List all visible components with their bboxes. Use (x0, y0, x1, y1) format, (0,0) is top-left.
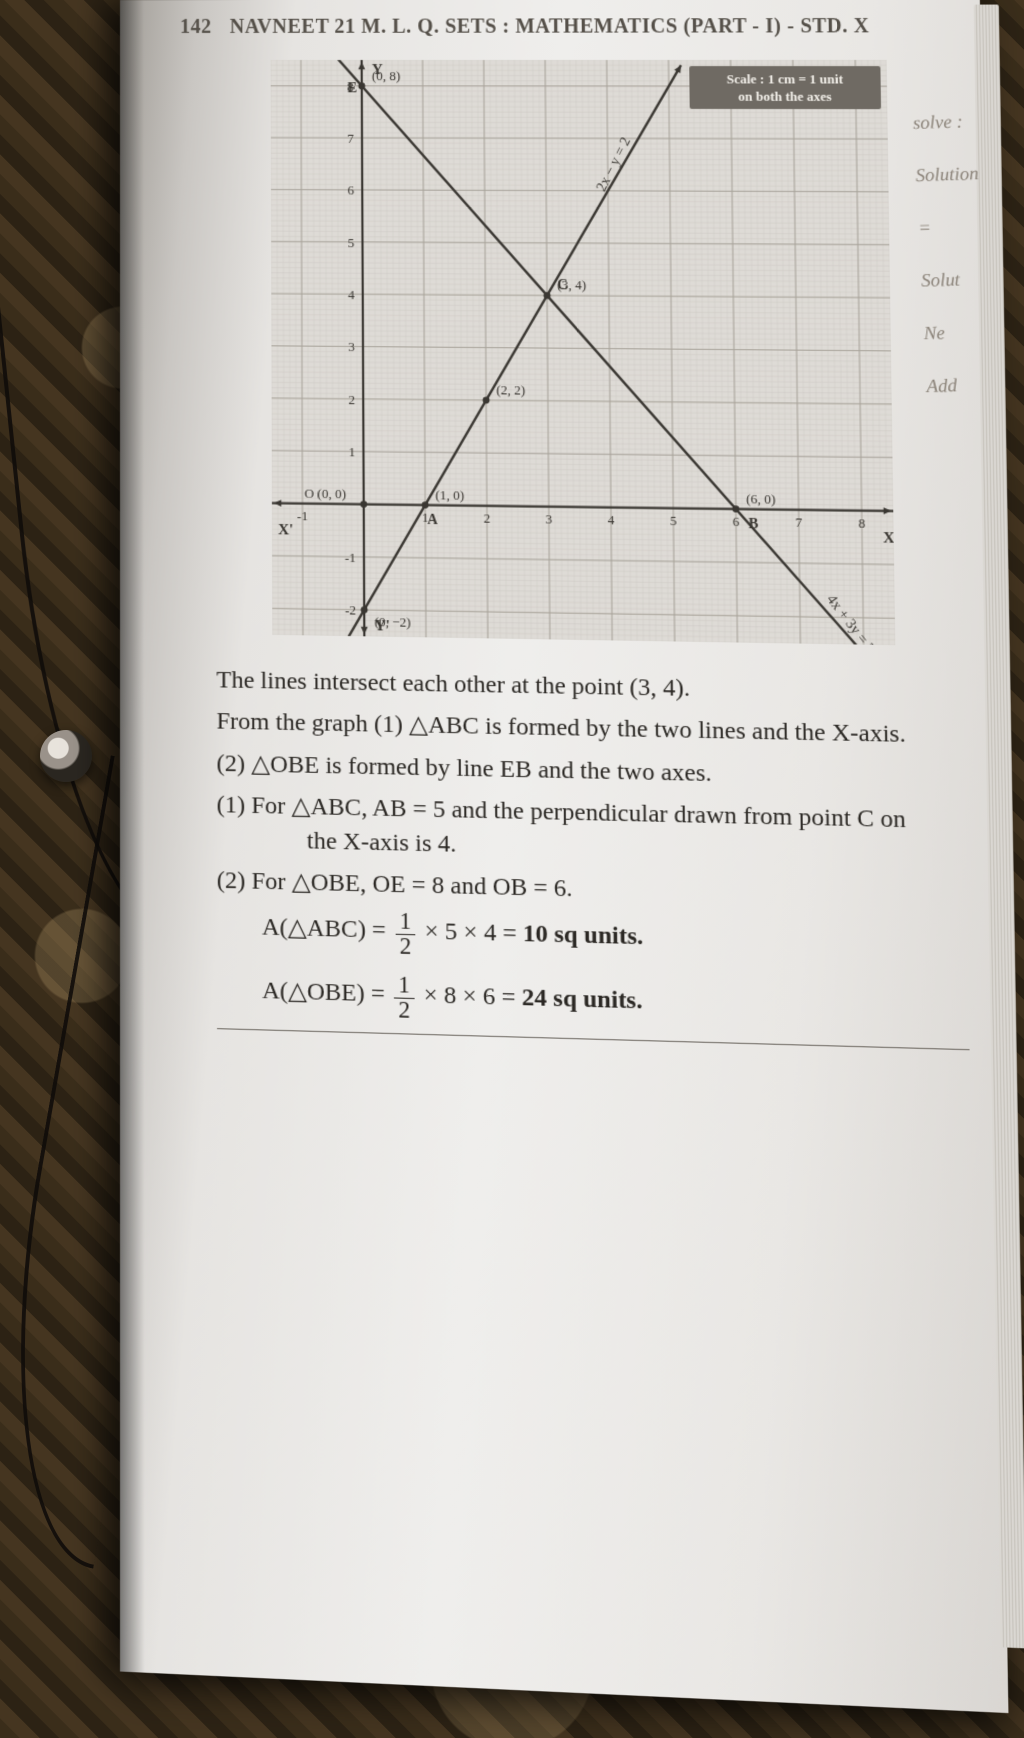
book-title: NAVNEET 21 M. L. Q. SETS : MATHEMATICS (… (230, 15, 870, 39)
svg-text:-1: -1 (345, 550, 356, 566)
svg-text:(0, −2): (0, −2) (374, 614, 410, 630)
photo-scene: 142 NAVNEET 21 M. L. Q. SETS : MATHEMATI… (0, 0, 1024, 1738)
book-page: 142 NAVNEET 21 M. L. Q. SETS : MATHEMATI… (120, 0, 1008, 1713)
svg-text:5: 5 (670, 512, 677, 528)
earphone-bud (40, 730, 92, 782)
text-line: (2) △OBE is formed by line EB and the tw… (217, 747, 966, 796)
svg-text:Scale : 1 cm = 1 unit: Scale : 1 cm = 1 unit (727, 71, 844, 86)
area-formula-obe: A(△OBE) = 12 × 8 × 6 = 24 sq units. (217, 969, 969, 1038)
svg-text:E: E (348, 81, 358, 96)
svg-text:B: B (748, 516, 758, 532)
svg-text:(0, 8): (0, 8) (372, 68, 401, 83)
svg-text:A: A (427, 512, 437, 528)
svg-text:O (0, 0): O (0, 0) (304, 485, 346, 501)
page-header: 142 NAVNEET 21 M. L. Q. SETS : MATHEMATI… (180, 15, 918, 39)
svg-text:(3, 4): (3, 4) (557, 277, 586, 293)
solution-text: The lines intersect each other at the po… (216, 660, 969, 1050)
graph-svg: -112345678-2-112345678XX'YY'Scale : 1 cm… (271, 60, 896, 645)
svg-text:4: 4 (608, 511, 615, 527)
svg-text:8: 8 (858, 515, 865, 531)
svg-text:7: 7 (795, 514, 803, 530)
svg-text:X': X' (278, 522, 293, 539)
svg-text:2: 2 (348, 392, 355, 407)
svg-text:(1, 0): (1, 0) (435, 487, 464, 503)
svg-text:7: 7 (347, 131, 354, 146)
svg-text:1: 1 (349, 444, 356, 459)
svg-text:(6, 0): (6, 0) (746, 490, 776, 506)
area-formula-abc: A(△ABC) = 12 × 5 × 4 = 10 sq units. (217, 906, 969, 974)
coordinate-graph: -112345678-2-112345678XX'YY'Scale : 1 cm… (271, 60, 896, 645)
text-line: (1) For △ABC, AB = 5 and the perpendicul… (217, 789, 967, 873)
svg-text:(2, 2): (2, 2) (496, 382, 525, 398)
text-line: The lines intersect each other at the po… (216, 664, 964, 711)
svg-text:6: 6 (733, 513, 741, 529)
svg-text:3: 3 (545, 511, 552, 527)
svg-text:X: X (883, 530, 895, 547)
svg-text:2: 2 (484, 510, 491, 526)
svg-text:-1: -1 (297, 507, 308, 523)
svg-text:4: 4 (348, 287, 355, 302)
svg-text:3: 3 (348, 339, 355, 354)
page-edges (974, 5, 1024, 1649)
svg-text:-2: -2 (345, 602, 356, 618)
page-number: 142 (180, 16, 212, 39)
svg-text:5: 5 (348, 235, 355, 250)
text-line: From the graph (1) △ABC is formed by the… (216, 705, 964, 753)
svg-text:on both the axes: on both the axes (738, 89, 832, 104)
svg-text:6: 6 (347, 183, 354, 198)
